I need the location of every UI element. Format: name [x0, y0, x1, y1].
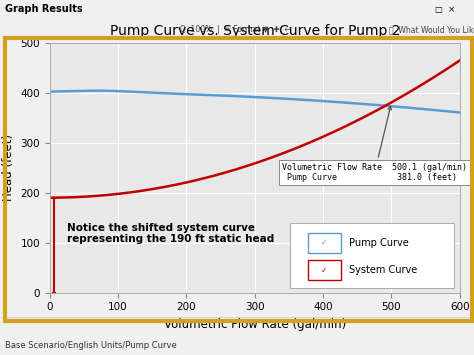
FancyBboxPatch shape — [290, 223, 454, 288]
Text: Pump Curve: Pump Curve — [349, 237, 409, 247]
Text: Q  100%  |  ✏ Format ▼  ✚  ↩: Q 100% | ✏ Format ▼ ✚ ↩ — [180, 26, 291, 34]
Text: Notice the shifted system curve
representing the 190 ft static head: Notice the shifted system curve represen… — [67, 223, 274, 244]
Text: Volumetric Flow Rate  500.1 (gal/min)
 Pump Curve            381.0 (feet): Volumetric Flow Rate 500.1 (gal/min) Pum… — [282, 106, 467, 182]
Y-axis label: Head (feet): Head (feet) — [2, 134, 15, 201]
Text: ✓: ✓ — [321, 266, 328, 274]
Text: Base Scenario/English Units/Pump Curve: Base Scenario/English Units/Pump Curve — [5, 341, 176, 350]
FancyBboxPatch shape — [308, 233, 341, 253]
X-axis label: Volumetric Flow Rate (gal/min): Volumetric Flow Rate (gal/min) — [164, 318, 346, 331]
Text: □  ×: □ × — [435, 5, 455, 14]
Text: 🔔  What Would You Like to Do?: 🔔 What Would You Like to Do? — [389, 26, 474, 34]
FancyBboxPatch shape — [308, 260, 341, 280]
Text: System Curve: System Curve — [349, 265, 417, 275]
Text: ✓: ✓ — [321, 238, 328, 247]
Title: Pump Curve vs. System Curve for Pump 2: Pump Curve vs. System Curve for Pump 2 — [109, 24, 400, 38]
Text: Graph Results: Graph Results — [5, 4, 82, 15]
